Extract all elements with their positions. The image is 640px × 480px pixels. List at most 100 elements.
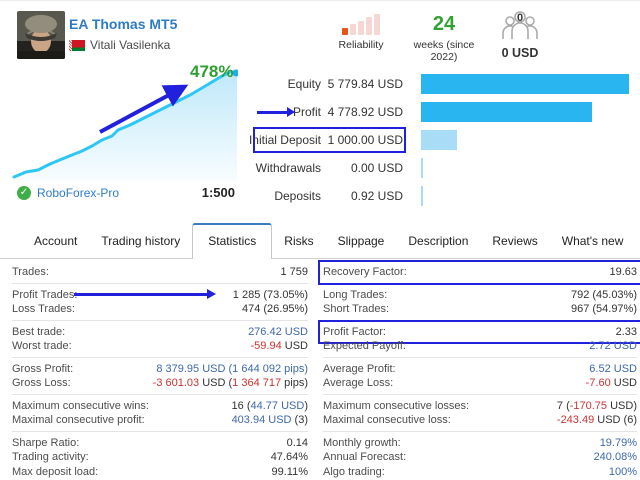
stat-value-part: 100%	[608, 465, 637, 478]
stat-value-part: -3 601.03	[152, 377, 200, 390]
stat-value-part: 1 364 717	[232, 377, 282, 390]
weeks-label: weeks (since 2022)	[413, 39, 475, 63]
stat-value: 99.11%	[272, 466, 309, 478]
account-row-value: 5 779.84 USD	[327, 77, 403, 91]
subscribers-funds: 0 USD	[501, 46, 539, 60]
stat-label: Best trade:	[12, 325, 66, 338]
tab-slippage[interactable]: Slippage	[337, 234, 385, 248]
annotation-arrow-chart	[99, 84, 189, 134]
tab-what-s-new[interactable]: What's new	[561, 234, 624, 248]
stat-value: 0.14	[287, 437, 308, 449]
stat-value-part: 8 379.95 USD (1 644 092 pips)	[156, 362, 308, 375]
account-summary-row: Deposits 0.92 USD	[0, 182, 640, 210]
stat-row: Max deposit load: 99.11%	[12, 465, 308, 480]
stat-label: Short Trades:	[323, 303, 390, 316]
product-title[interactable]: EA Thomas MT5	[69, 16, 178, 32]
stat-label: Annual Forecast:	[323, 451, 407, 464]
avatar[interactable]	[17, 11, 65, 59]
stat-label: Long Trades:	[323, 288, 388, 301]
subscribers-people-icon: 0	[488, 9, 552, 43]
account-row-label: Profit	[292, 105, 321, 119]
author-name[interactable]: Vitali Vasilenka	[90, 38, 171, 52]
stat-label: Average Profit:	[323, 362, 396, 375]
stat-value: 2.33	[616, 326, 637, 338]
tab-reviews[interactable]: Reviews	[492, 234, 538, 248]
chart-end-dot	[232, 69, 240, 77]
stat-value-part: 47.64%	[270, 451, 308, 464]
annotation-box-initial-deposit	[253, 127, 406, 153]
stat-label: Profit Factor:	[323, 325, 386, 338]
stat-row: Expected Payoff: 2.72 USD	[323, 339, 637, 354]
subscribers-block: 0 0 USD	[488, 9, 552, 60]
stat-value-part: 792 (45.03%)	[570, 288, 637, 301]
weeks-block: 24 weeks (since 2022)	[404, 11, 484, 63]
account-row-label: Withdrawals	[255, 161, 321, 175]
stat-label: Gross Loss:	[12, 377, 71, 390]
broker-row: ✓ RoboForex-Pro 1:500	[17, 185, 235, 200]
account-row-bar	[421, 74, 629, 94]
stat-row: Maximum consecutive losses: 7 (-170.75 US…	[323, 399, 637, 414]
tab-statistics[interactable]: Statistics	[192, 223, 273, 259]
stat-label: Gross Profit:	[12, 362, 74, 375]
stat-row: Loss Trades: 474 (26.95%)	[12, 302, 308, 317]
stat-label: Loss Trades:	[12, 303, 75, 316]
group-separator	[323, 357, 637, 358]
tab-description[interactable]: Description	[408, 234, 469, 248]
group-separator	[12, 431, 308, 432]
stat-label: Trades:	[12, 266, 49, 279]
group-separator	[12, 357, 308, 358]
stat-value-part: -7.60	[585, 377, 611, 390]
chart-growth-line	[12, 70, 239, 179]
account-row-bar	[421, 186, 423, 206]
reliability-bar	[374, 14, 380, 35]
stat-value: 16 (44.77 USD)	[232, 400, 308, 412]
stat-value-part: -59.94	[250, 340, 282, 353]
growth-chart	[10, 59, 240, 181]
stat-label: Maximal consecutive profit:	[12, 414, 145, 427]
group-separator	[323, 283, 637, 284]
stat-label: Recovery Factor:	[323, 266, 407, 279]
avatar-image	[17, 11, 65, 59]
stat-value-part: 6.52 USD	[589, 362, 637, 375]
stat-row: Sharpe Ratio: 0.14	[12, 436, 308, 451]
stat-row: Maximum consecutive wins: 16 (44.77 USD)	[12, 399, 308, 414]
stat-value-part: 7 (	[556, 399, 570, 412]
account-row-value: 1 000.00 USD	[327, 133, 403, 147]
account-row-value: 4 778.92 USD	[327, 105, 403, 119]
tab-trading-history[interactable]: Trading history	[101, 234, 181, 248]
stat-value-part: 16 (	[231, 399, 251, 412]
reliability-block: Reliability	[330, 13, 392, 51]
author-row: Vitali Vasilenka	[69, 38, 170, 52]
stat-value: 1 759	[280, 266, 308, 278]
verified-check-icon: ✓	[17, 185, 31, 200]
stat-value: -3 601.03 USD (1 364 717 pips)	[153, 377, 308, 389]
reliability-bars-icon	[330, 13, 392, 35]
account-row-label: Deposits	[274, 189, 321, 203]
stat-value-part: -243.49	[556, 414, 595, 427]
stat-value: 403.94 USD (3)	[232, 414, 308, 426]
stat-label: Algo trading:	[323, 465, 385, 478]
reliability-bar	[358, 21, 364, 35]
tab-risks[interactable]: Risks	[284, 234, 314, 248]
account-row-bar	[421, 158, 423, 178]
stat-label: Profit Trades:	[12, 288, 78, 301]
stat-value-part: 276.42 USD	[248, 325, 308, 338]
stat-row: Monthly growth: 19.79%	[323, 436, 637, 451]
growth-percent: 478%	[190, 62, 234, 81]
stat-row-highlighted: Profit Factor: 2.33	[318, 319, 640, 344]
stat-label: Maximum consecutive losses:	[323, 399, 470, 412]
stat-value: -243.49 USD (6)	[557, 414, 637, 426]
reliability-bar	[342, 28, 348, 35]
group-separator	[323, 320, 637, 321]
annotation-arrow-profit	[257, 107, 295, 117]
stat-value: 7 (-170.75 USD)	[557, 400, 637, 412]
stat-value: 474 (26.95%)	[242, 303, 308, 315]
stat-row-highlighted: Recovery Factor: 19.63	[318, 260, 640, 285]
stat-value: 19.79%	[600, 437, 637, 449]
account-row-value: 0.92 USD	[350, 189, 403, 203]
broker-link[interactable]: RoboForex-Pro	[37, 185, 120, 200]
stat-value: 2.72 USD	[589, 340, 637, 352]
stat-row: Short Trades: 967 (54.97%)	[323, 302, 637, 317]
tab-account[interactable]: Account	[34, 234, 78, 248]
